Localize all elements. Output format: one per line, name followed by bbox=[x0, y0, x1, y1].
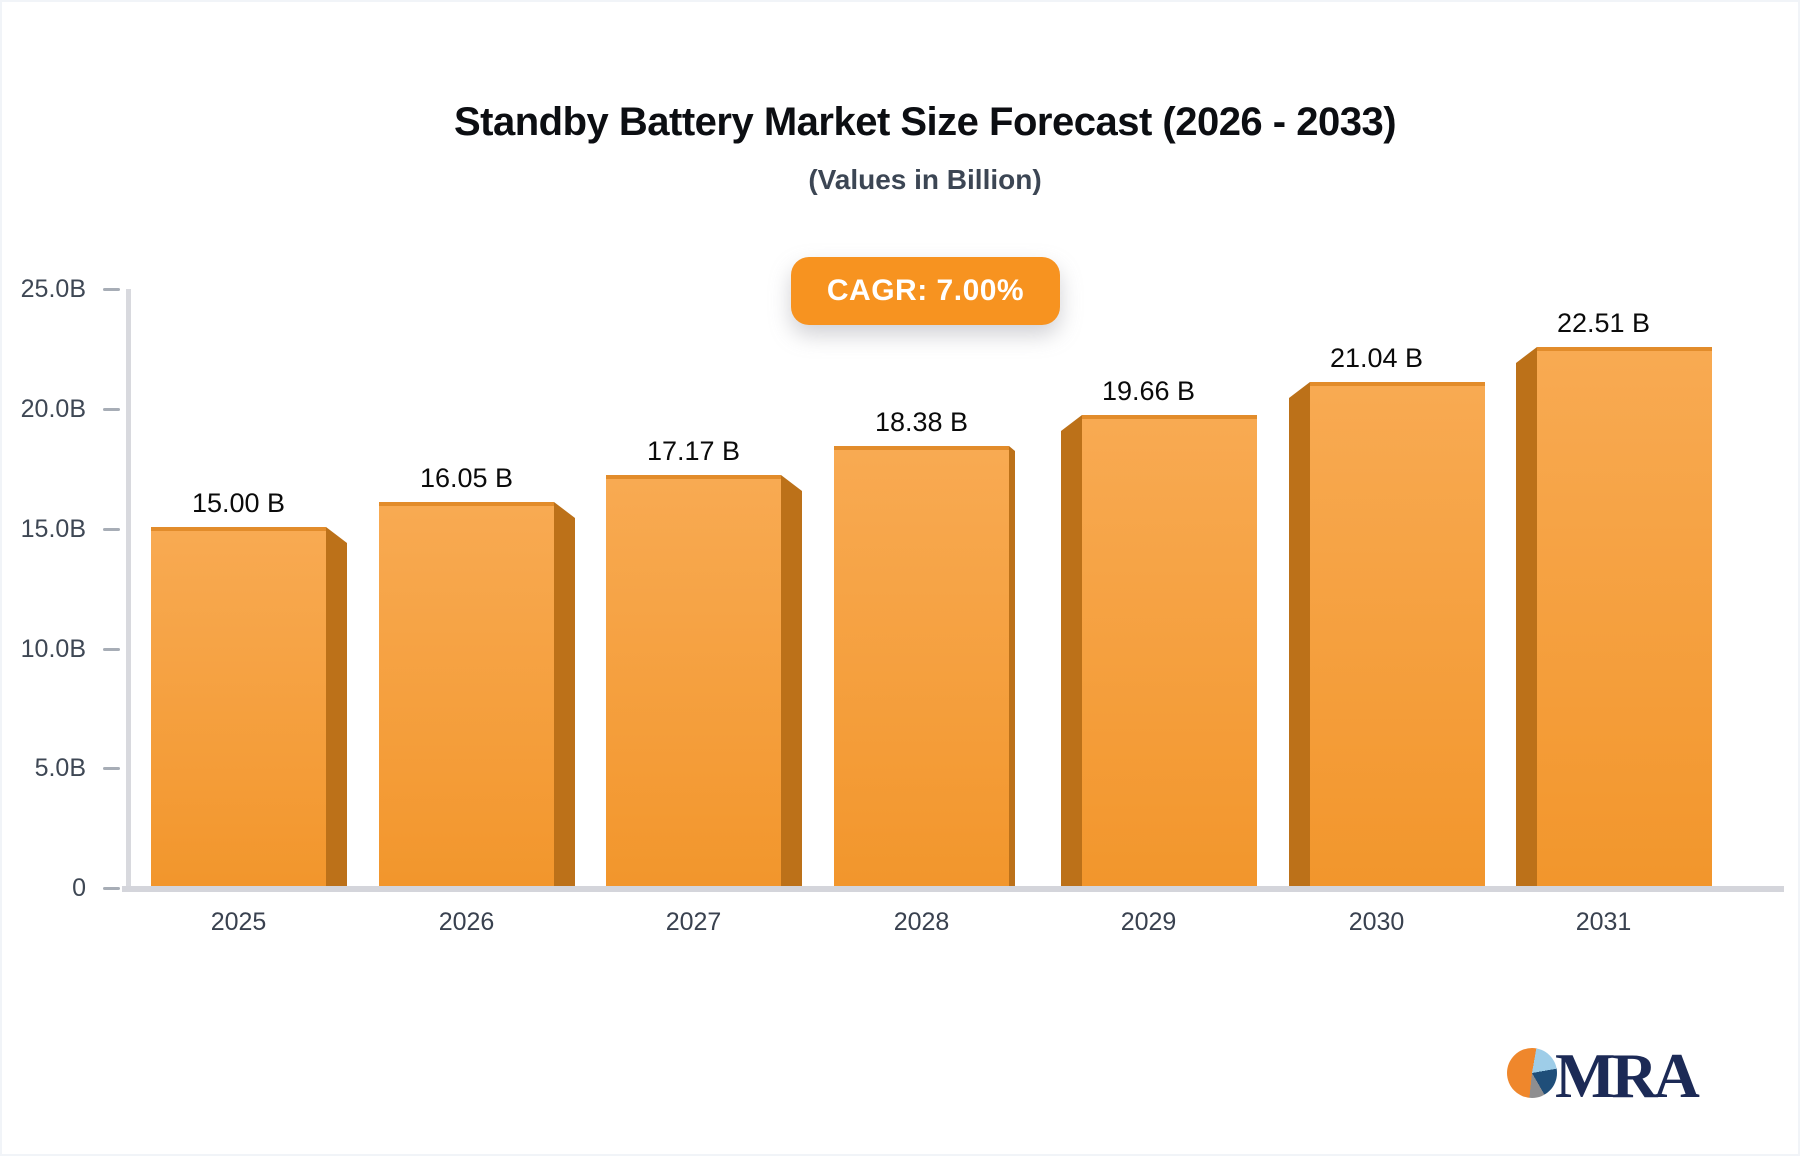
bar-3d-corner bbox=[1516, 347, 1537, 363]
bar-2027[interactable] bbox=[606, 475, 781, 886]
bar-group-2029: 19.66 B bbox=[1061, 376, 1257, 886]
x-tick-label-2025: 2025 bbox=[210, 908, 267, 936]
y-tick-label: 15.0B bbox=[20, 514, 86, 543]
y-tick-mark bbox=[103, 887, 120, 890]
bar-2029[interactable] bbox=[1082, 415, 1257, 886]
x-tick-label-2027: 2027 bbox=[665, 908, 722, 936]
x-tick-label-2029: 2029 bbox=[1120, 908, 1177, 936]
bar-3d-corner bbox=[326, 527, 347, 543]
bar-2030[interactable] bbox=[1310, 382, 1485, 886]
bar-group-2026: 16.05 B bbox=[379, 463, 575, 886]
y-tick-label: 0 bbox=[72, 874, 86, 902]
mra-logo: MRA bbox=[1507, 1038, 1757, 1118]
x-tick-label-2026: 2026 bbox=[438, 908, 495, 936]
bar-value-label: 18.38 B bbox=[874, 407, 969, 437]
bar-3d-corner bbox=[1061, 415, 1082, 431]
x-axis-line bbox=[122, 886, 1784, 892]
bar-3d-side bbox=[1061, 431, 1082, 886]
bar-3d-side bbox=[1009, 451, 1015, 886]
bar-group-2028: 18.38 B bbox=[834, 407, 1015, 886]
bar-3d-side bbox=[781, 491, 802, 886]
bar-value-label: 17.17 B bbox=[646, 436, 741, 466]
y-tick-mark bbox=[103, 767, 120, 771]
bar-group-2030: 21.04 B bbox=[1289, 343, 1485, 886]
bar-3d-side bbox=[1516, 363, 1537, 886]
y-tick-mark bbox=[103, 527, 120, 531]
bar-2031[interactable] bbox=[1537, 347, 1712, 886]
bar-3d-side bbox=[1289, 398, 1310, 886]
bar-2028[interactable] bbox=[834, 446, 1009, 886]
bar-value-label: 15.00 B bbox=[191, 488, 286, 518]
y-tick-mark bbox=[103, 647, 120, 651]
bar-value-label: 19.66 B bbox=[1101, 376, 1196, 406]
y-tick-label: 20.0B bbox=[20, 395, 86, 423]
y-tick-label: 25.0B bbox=[20, 275, 86, 304]
logo-text: MRA bbox=[1555, 1040, 1700, 1111]
bar-2026[interactable] bbox=[379, 502, 554, 886]
x-tick-label-2030: 2030 bbox=[1348, 908, 1405, 936]
y-tick-mark bbox=[103, 408, 120, 411]
bar-group-2025: 15.00 B bbox=[151, 488, 347, 886]
bar-value-label: 16.05 B bbox=[419, 463, 514, 493]
y-tick-mark bbox=[103, 288, 120, 292]
bar-3d-side bbox=[554, 518, 575, 886]
chart-subtitle: (Values in Billion) bbox=[808, 164, 1042, 195]
bar-2025[interactable] bbox=[151, 527, 326, 886]
bar-3d-side bbox=[326, 543, 347, 886]
y-tick-label: 5.0B bbox=[34, 754, 86, 783]
bar-value-label: 21.04 B bbox=[1329, 343, 1424, 373]
bar-3d-corner bbox=[1289, 382, 1310, 398]
bar-value-label: 22.51 B bbox=[1556, 308, 1651, 338]
bar-3d-corner bbox=[1009, 446, 1015, 451]
x-tick-label-2028: 2028 bbox=[893, 908, 950, 936]
chart-title: Standby Battery Market Size Forecast (20… bbox=[453, 100, 1397, 144]
y-tick-label: 10.0B bbox=[20, 634, 86, 663]
x-tick-label-2031: 2031 bbox=[1575, 908, 1632, 936]
bar-3d-corner bbox=[554, 502, 575, 518]
y-axis-line bbox=[126, 289, 131, 890]
bar-group-2027: 17.17 B bbox=[606, 436, 802, 886]
pie-chart-logo-icon bbox=[1507, 1048, 1557, 1098]
cagr-badge: CAGR: 7.00% bbox=[791, 257, 1060, 325]
bar-3d-corner bbox=[781, 475, 802, 491]
bar-group-2031: 22.51 B bbox=[1516, 308, 1712, 886]
